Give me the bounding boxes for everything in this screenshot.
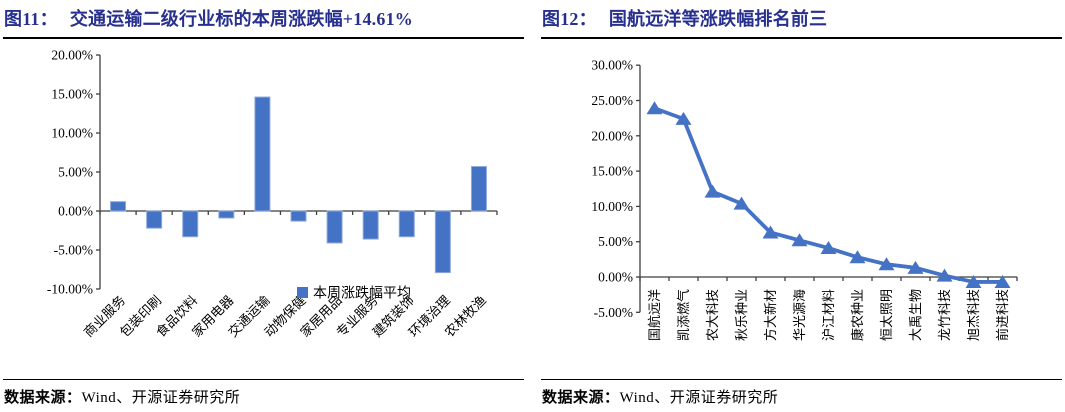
x-category-label: 农大科技	[705, 289, 720, 341]
y-axis-tick-label: 5.00%	[58, 165, 93, 180]
y-axis-tick-label: 10.00%	[591, 199, 633, 214]
triangle-marker	[733, 196, 750, 210]
source-text: Wind、开源证券研究所	[619, 390, 779, 406]
y-axis-tick-label: 30.00%	[591, 58, 633, 73]
triangle-marker	[675, 111, 692, 125]
legend-label: 本周涨跌幅平均	[313, 286, 411, 302]
x-category-label: 沪江材料	[821, 289, 836, 341]
y-axis-tick-label: 25.00%	[591, 93, 633, 108]
figure-12-source: 数据来源：Wind、开源证券研究所	[541, 379, 1062, 407]
figure-11-number: 图11：	[4, 9, 58, 29]
triangle-marker	[646, 101, 663, 115]
bar	[362, 210, 379, 240]
triangle-marker	[791, 233, 808, 247]
y-axis-tick-label: -10.00%	[47, 282, 93, 297]
bar	[218, 210, 235, 219]
source-label: 数据来源：	[542, 390, 620, 406]
triangle-marker	[936, 268, 953, 282]
x-category-label: 龙竹科技	[937, 289, 952, 341]
y-axis-tick-label: 20.00%	[51, 48, 93, 63]
triangle-marker	[907, 260, 924, 274]
figure-12-line-chart: -5.00% 0.00% 5.00% 10.00% 15.00% 20.00% 25.00%…	[591, 58, 1018, 341]
x-category-label: 秋乐种业	[734, 289, 749, 341]
triangle-marker	[762, 225, 779, 239]
triangle-marker	[820, 241, 837, 255]
triangle-marker	[878, 257, 895, 271]
y-axis-tick-label: 0.00%	[58, 204, 93, 219]
figure-12-title: 图12： 国航远洋等涨跌幅排名前三	[541, 4, 1062, 39]
y-axis-tick-label: 20.00%	[591, 128, 633, 143]
y-axis-tick-label: 10.00%	[51, 126, 93, 141]
bar	[110, 201, 127, 212]
y-axis-tick-label: 15.00%	[51, 87, 93, 102]
bar	[326, 210, 343, 244]
x-category-label: 康农种业	[850, 289, 865, 341]
x-category-label: 方大新材	[763, 289, 778, 341]
y-axis-tick-label: 0.00%	[598, 270, 633, 285]
x-category-label: 旭杰科技	[966, 289, 981, 341]
x-category-label: 华光源海	[792, 289, 807, 341]
x-category-label: 前进科技	[995, 289, 1010, 341]
figure-12-title-text: 国航远洋等涨跌幅排名前三	[608, 9, 828, 29]
x-category-label: 大禹生物	[908, 289, 923, 341]
source-label: 数据来源：	[4, 390, 82, 406]
source-text: Wind、开源证券研究所	[81, 390, 241, 406]
figure-11-bar-chart: -10.00% -5.00% 0.00% 5.00% 10.00% 15.00% 20.00…	[47, 48, 498, 340]
x-category-label: 国航远洋	[647, 289, 662, 341]
figure-11-source: 数据来源：Wind、开源证券研究所	[3, 379, 524, 407]
figure-12-number: 图12：	[542, 9, 597, 29]
bar	[434, 210, 451, 274]
y-axis-tick-label: 5.00%	[598, 234, 633, 249]
triangle-marker	[704, 184, 721, 198]
y-axis-tick-label: -5.00%	[594, 305, 633, 320]
figure-11-title-text: 交通运输二级行业标的本周涨跌幅+14.61%	[69, 9, 413, 29]
triangle-marker	[849, 250, 866, 264]
bar	[290, 210, 307, 222]
triangle-marker	[965, 274, 982, 288]
y-axis-tick-label: 15.00%	[591, 164, 633, 179]
legend-marker	[297, 287, 308, 298]
bar	[398, 210, 415, 238]
y-axis-tick-label: -5.00%	[54, 243, 93, 258]
triangle-marker	[994, 274, 1011, 288]
figure-12-panel: 图12： 国航远洋等涨跌幅排名前三 -5.00% 0.00% 5.00% 10.00% 1…	[541, 4, 1062, 407]
x-category-label: 凯添燃气	[676, 289, 691, 341]
bar	[470, 166, 487, 212]
bar	[182, 210, 199, 238]
figure-11-panel: 图11： 交通运输二级行业标的本周涨跌幅+14.61% -10.00% -5.00%…	[3, 4, 524, 407]
bar	[254, 96, 271, 212]
figure-11-title: 图11： 交通运输二级行业标的本周涨跌幅+14.61%	[3, 4, 524, 39]
x-category-label: 恒太照明	[879, 289, 894, 341]
bar	[146, 210, 163, 229]
